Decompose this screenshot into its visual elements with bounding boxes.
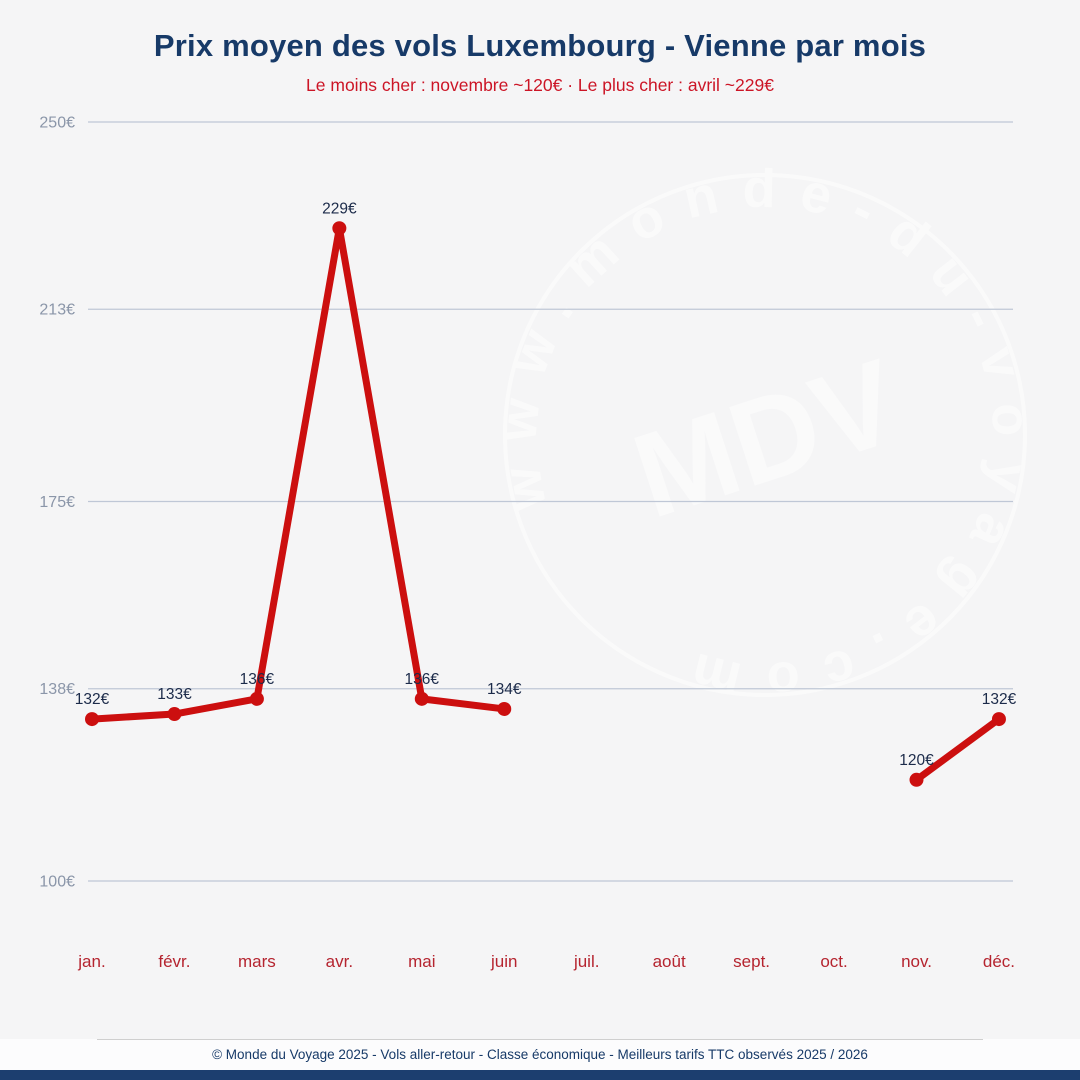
footer-divider bbox=[97, 1039, 983, 1040]
x-axis-label: juin bbox=[490, 952, 517, 971]
y-axis-label: 213€ bbox=[39, 302, 75, 319]
x-axis-label: déc. bbox=[983, 952, 1015, 971]
y-axis-label: 100€ bbox=[39, 874, 75, 891]
footer: © Monde du Voyage 2025 - Vols aller-reto… bbox=[0, 1039, 1080, 1070]
point-label: 120€ bbox=[899, 752, 934, 769]
point-label: 132€ bbox=[75, 691, 110, 708]
point-label: 229€ bbox=[322, 200, 357, 217]
footer-bar bbox=[0, 1070, 1080, 1080]
y-axis-label: 175€ bbox=[39, 494, 75, 511]
y-axis-label: 250€ bbox=[39, 115, 75, 132]
watermark-center-text: MDV bbox=[619, 334, 914, 544]
data-point bbox=[332, 221, 347, 236]
data-point bbox=[414, 691, 429, 706]
point-label: 134€ bbox=[487, 681, 522, 698]
x-axis-label: sept. bbox=[733, 952, 770, 971]
data-point bbox=[249, 691, 264, 706]
x-axis-label: févr. bbox=[158, 952, 190, 971]
price-line-chart: www.monde-du-voyage.comMDV250€213€175€13… bbox=[39, 105, 1080, 971]
x-axis-label: oct. bbox=[820, 952, 847, 971]
point-label: 136€ bbox=[240, 671, 275, 688]
chart-subtitle: Le moins cher : novembre ~120€ · Le plus… bbox=[306, 75, 774, 95]
x-axis-label: avr. bbox=[326, 952, 353, 971]
price-line bbox=[88, 224, 508, 723]
data-point bbox=[909, 772, 924, 787]
x-axis-label: mars bbox=[238, 952, 276, 971]
x-axis-label: juil. bbox=[573, 952, 600, 971]
price-line bbox=[913, 715, 1003, 784]
point-label: 133€ bbox=[157, 686, 192, 703]
data-point bbox=[497, 701, 512, 716]
x-axis-label: mai bbox=[408, 952, 435, 971]
data-point bbox=[167, 707, 182, 722]
point-label: 136€ bbox=[405, 671, 440, 688]
page-title: Prix moyen des vols Luxembourg - Vienne … bbox=[153, 28, 927, 63]
data-point bbox=[991, 712, 1006, 727]
x-axis-label: nov. bbox=[901, 952, 932, 971]
watermark-ring bbox=[503, 173, 1027, 697]
x-axis-label: jan. bbox=[77, 952, 105, 971]
y-axis-label: 138€ bbox=[39, 681, 75, 698]
data-point bbox=[85, 712, 99, 727]
footer-text: © Monde du Voyage 2025 - Vols aller-reto… bbox=[212, 1047, 868, 1062]
point-label: 132€ bbox=[982, 691, 1017, 708]
x-axis-label: août bbox=[653, 952, 686, 971]
